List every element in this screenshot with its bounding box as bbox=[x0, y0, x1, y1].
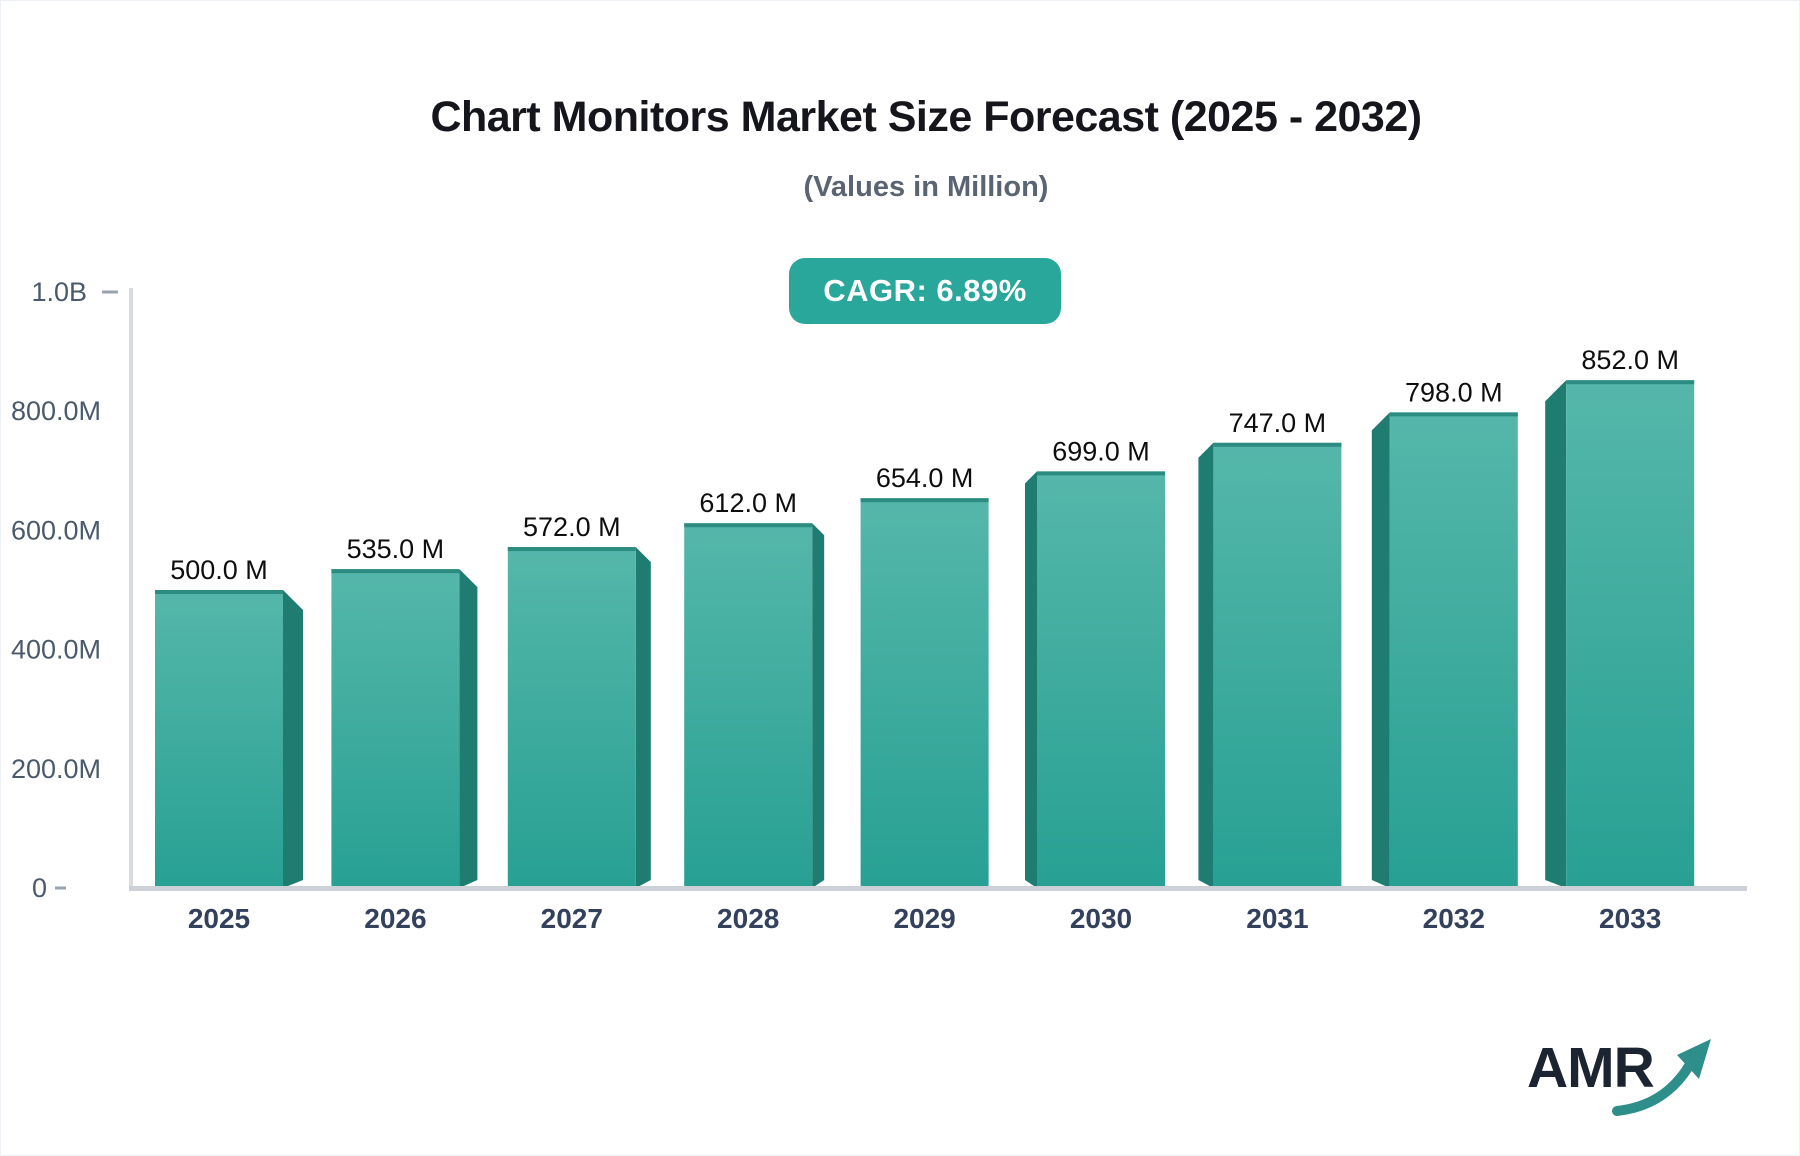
bar-side-face-2025 bbox=[283, 590, 303, 888]
page-subtitle: (Values in Million) bbox=[803, 171, 1049, 203]
growth-arrow-icon bbox=[1612, 1039, 1711, 1116]
bar-side-face-2028 bbox=[812, 523, 825, 888]
bar-top-edge-2027 bbox=[507, 547, 636, 552]
bar-2032 bbox=[1389, 412, 1518, 888]
bar-value-label: 500.0 M bbox=[170, 555, 268, 585]
bar-value-label: 699.0 M bbox=[1052, 436, 1150, 466]
x-axis-label: 2025 bbox=[188, 903, 250, 934]
bar-side-face-2030 bbox=[1025, 471, 1037, 888]
cagr-badge: CAGR: 6.89% bbox=[789, 258, 1061, 324]
x-axis-label: 2031 bbox=[1246, 903, 1308, 934]
bar-value-label: 612.0 M bbox=[699, 488, 797, 518]
bar-2031 bbox=[1213, 442, 1342, 888]
x-axis-label: 2029 bbox=[893, 903, 955, 934]
y-axis-label: 800.0M bbox=[11, 396, 101, 426]
bar-2028 bbox=[684, 523, 813, 888]
bar-top-edge-2033 bbox=[1566, 380, 1695, 385]
bar-value-label: 572.0 M bbox=[523, 512, 621, 542]
amr-logo: AMR bbox=[1527, 1031, 1727, 1121]
y-axis-label: 600.0M bbox=[11, 515, 101, 545]
bar-2025 bbox=[155, 590, 283, 888]
cagr-badge-label: CAGR: 6.89% bbox=[823, 273, 1027, 308]
bar-top-edge-2026 bbox=[331, 569, 460, 574]
y-axis-label: 0 bbox=[32, 873, 47, 903]
bar-top-edge-2029 bbox=[860, 498, 989, 503]
bar-value-label: 798.0 M bbox=[1405, 377, 1503, 407]
x-axis-line bbox=[129, 886, 1747, 891]
y-axis-label: 1.0B bbox=[31, 277, 87, 307]
x-axis-label: 2028 bbox=[717, 903, 779, 934]
bar-2033 bbox=[1566, 380, 1695, 888]
bar-value-label: 654.0 M bbox=[876, 463, 974, 493]
bar-side-face-2031 bbox=[1198, 442, 1214, 888]
x-axis-label: 2033 bbox=[1599, 903, 1661, 934]
x-axis-label: 2032 bbox=[1423, 903, 1485, 934]
bar-2029 bbox=[860, 498, 989, 888]
bar-top-edge-2028 bbox=[684, 523, 813, 528]
bar-side-face-2033 bbox=[1545, 380, 1567, 888]
bar-value-label: 747.0 M bbox=[1229, 408, 1327, 438]
page-title: Chart Monitors Market Size Forecast (202… bbox=[430, 93, 1422, 141]
y-axis-label: 400.0M bbox=[11, 635, 101, 665]
bar-side-face-2032 bbox=[1371, 412, 1390, 888]
bar-value-label: 535.0 M bbox=[347, 534, 445, 564]
bar-2026 bbox=[331, 569, 460, 888]
bar-top-edge-2025 bbox=[155, 590, 283, 594]
bar-top-edge-2031 bbox=[1213, 442, 1342, 447]
bar-value-label: 852.0 M bbox=[1581, 345, 1679, 375]
x-axis-label: 2030 bbox=[1070, 903, 1132, 934]
x-axis-label: 2027 bbox=[541, 903, 603, 934]
bar-top-edge-2032 bbox=[1389, 412, 1518, 417]
amr-logo-text: AMR bbox=[1527, 1036, 1655, 1100]
bar-top-edge-2030 bbox=[1037, 471, 1165, 476]
bar-2030 bbox=[1037, 471, 1165, 888]
x-axis-label: 2026 bbox=[364, 903, 426, 934]
y-axis-label: 200.0M bbox=[11, 754, 101, 784]
bar-2027 bbox=[507, 547, 636, 888]
bar-side-face-2026 bbox=[459, 569, 478, 888]
bar-side-face-2027 bbox=[635, 547, 651, 888]
